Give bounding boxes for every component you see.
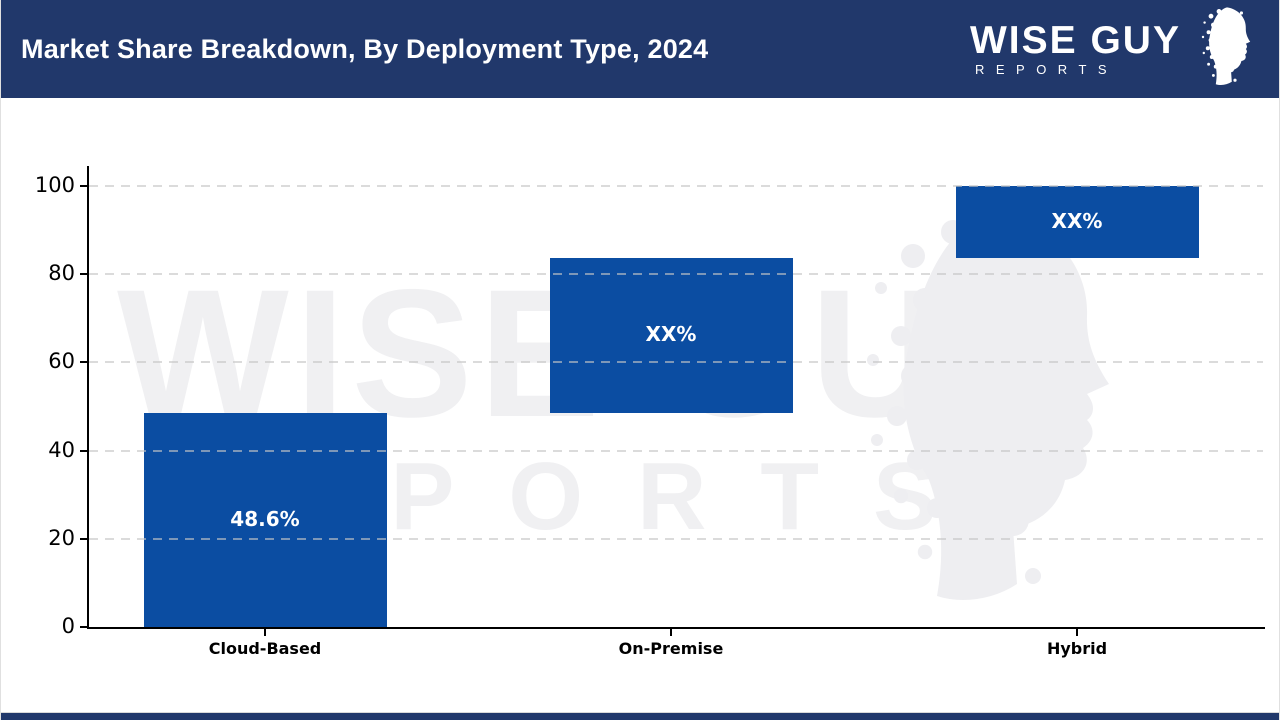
y-tick-mark xyxy=(80,361,87,364)
bar-cloud-based: 48.6% xyxy=(143,412,387,627)
y-tick-label-60: 60 xyxy=(48,349,75,374)
gridline-80 xyxy=(89,273,1263,276)
bar-hybrid: XX% xyxy=(955,186,1199,258)
y-tick-mark xyxy=(80,449,87,452)
chart-title: Market Share Breakdown, By Deployment Ty… xyxy=(21,33,709,64)
x-axis-spine xyxy=(87,627,1265,629)
x-tick-mark xyxy=(264,629,266,636)
logo-subtitle: REPORTS xyxy=(974,62,1119,78)
logo-text: WISE GUY REPORTS xyxy=(969,18,1181,78)
x-tick-mark xyxy=(1076,629,1078,636)
category-label-hybrid: Hybrid xyxy=(1046,639,1108,658)
bar-value-label: XX% xyxy=(1051,208,1103,233)
gridline-20 xyxy=(89,537,1263,540)
category-label-cloud-based: Cloud-Based xyxy=(208,639,322,658)
watermark-head-icon xyxy=(867,212,1109,600)
bar-value-label: XX% xyxy=(645,322,697,347)
footer-bar xyxy=(1,712,1279,720)
x-tick-mark xyxy=(670,629,672,636)
logo-head-icon xyxy=(1201,7,1251,85)
y-tick-label-0: 0 xyxy=(61,614,75,638)
wiseguy-logo: WISE GUY REPORTS xyxy=(970,4,1269,94)
y-tick-mark xyxy=(80,185,87,187)
logo-wordmark: WISE GUY xyxy=(969,18,1181,62)
gridline-100 xyxy=(89,185,1263,187)
category-label-on-premise: On-Premise xyxy=(618,639,724,658)
y-tick-mark xyxy=(80,626,87,628)
y-tick-mark xyxy=(80,537,87,540)
y-tick-label-80: 80 xyxy=(48,261,75,286)
y-axis-spine xyxy=(87,166,89,628)
y-tick-label-20: 20 xyxy=(48,525,75,550)
y-tick-label-100: 100 xyxy=(34,173,75,197)
header-bar: Market Share Breakdown, By Deployment Ty… xyxy=(1,0,1279,98)
y-tick-mark xyxy=(80,273,87,276)
gridline-60 xyxy=(89,361,1263,364)
gridline-40 xyxy=(89,449,1263,452)
bar-value-label: 48.6% xyxy=(230,506,300,531)
bar-on-premise: XX% xyxy=(549,257,793,413)
y-tick-label-40: 40 xyxy=(48,437,75,462)
